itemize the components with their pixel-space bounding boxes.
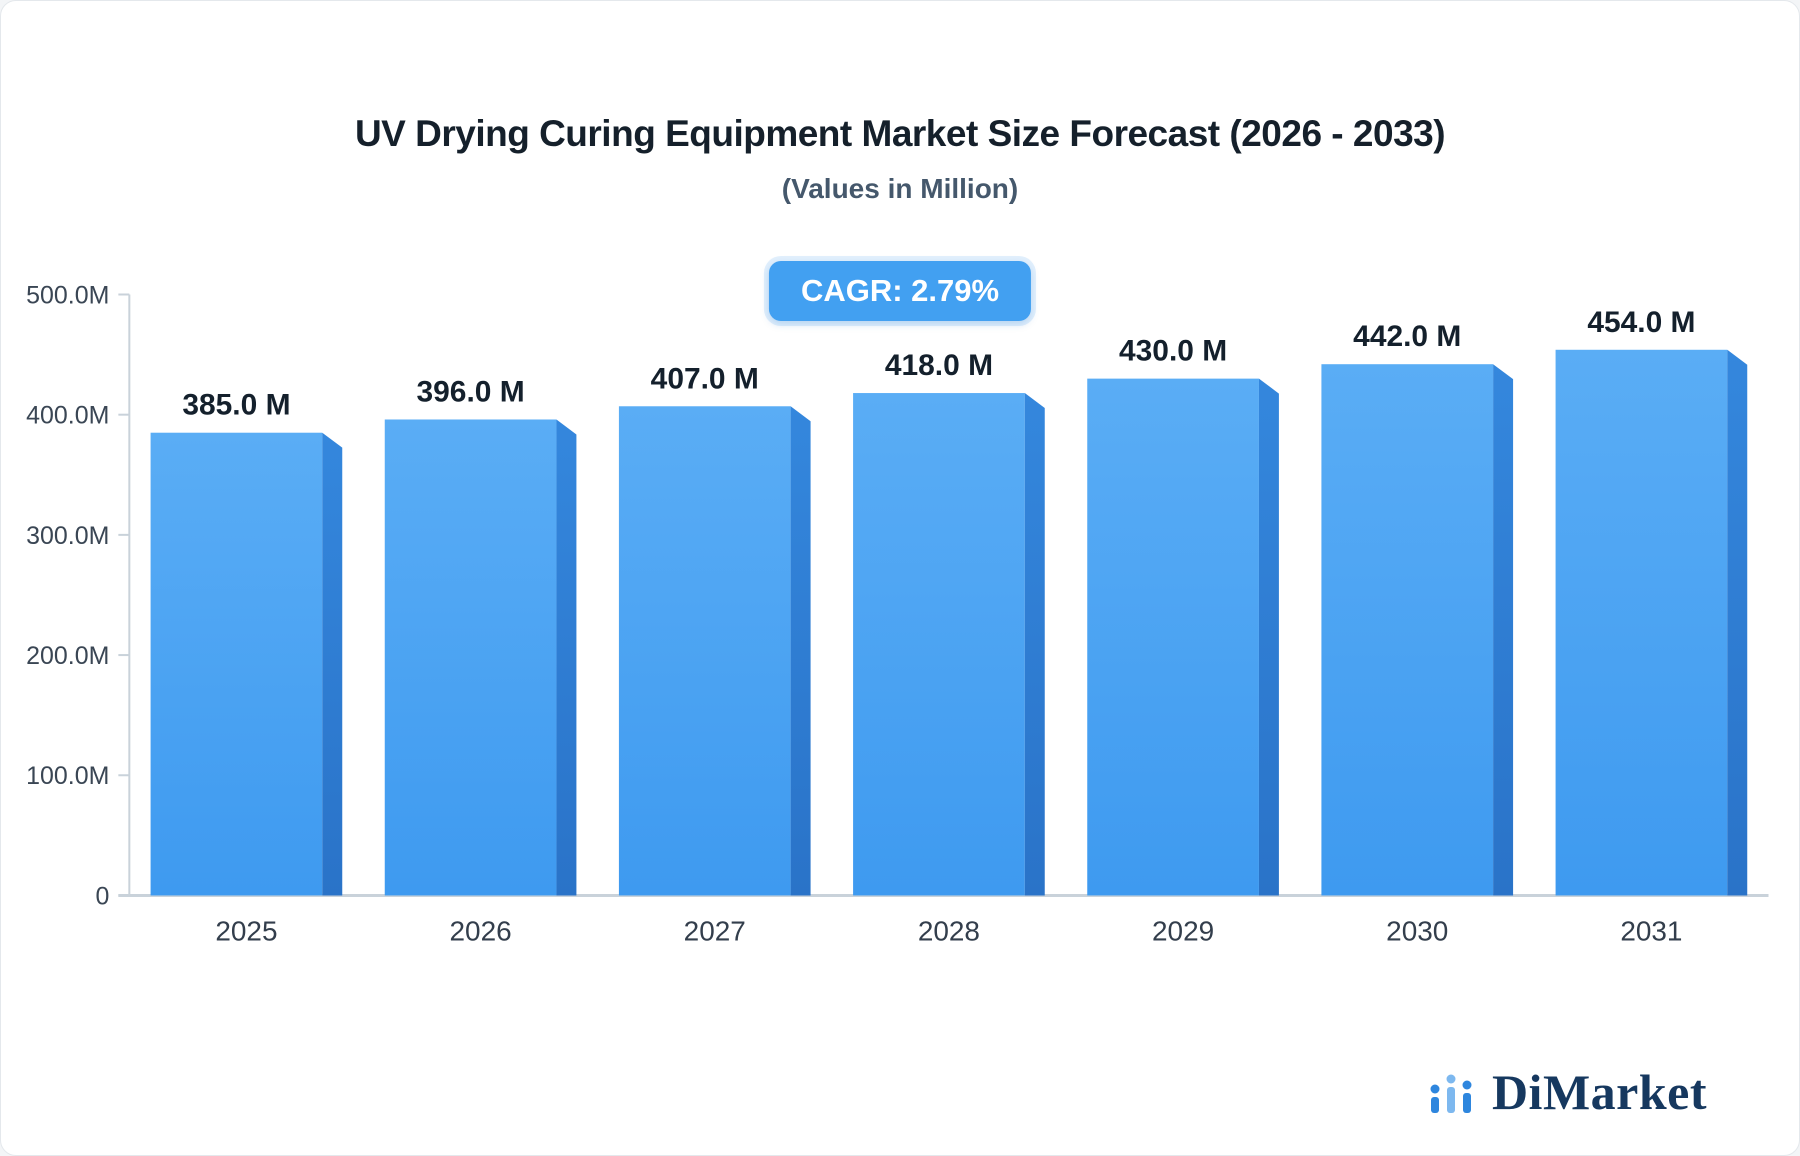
bar-front-face — [1321, 364, 1494, 896]
y-axis-tick-label: 300.0M — [26, 522, 109, 550]
chart-subtitle: (Values in Million) — [781, 173, 1019, 204]
bar-side-face — [1258, 378, 1279, 896]
x-axis-category-label: 2030 — [1386, 915, 1448, 946]
bar-2030: 442.0 M 2030 — [1321, 320, 1514, 946]
y-axis-tick-label: 200.0M — [26, 642, 109, 670]
bar-chart-icon — [1430, 1074, 1472, 1113]
bar-front-face — [853, 393, 1025, 896]
bar-value-label: 442.0 M — [1353, 320, 1461, 353]
cagr-badge: CAGR: 2.79% — [768, 261, 1032, 321]
bar-2025: 385.0 M 2025 — [150, 389, 343, 946]
bar-front-face — [1087, 378, 1259, 896]
chart-title: UV Drying Curing Equipment Market Size F… — [354, 113, 1446, 154]
x-axis-category-label: 2027 — [684, 915, 746, 946]
y-axis-tick-label: 100.0M — [26, 762, 109, 790]
bar-value-label: 385.0 M — [182, 389, 290, 422]
bar-side-face — [1493, 364, 1514, 896]
bar-front-face — [150, 432, 323, 896]
x-axis-category-label: 2025 — [215, 915, 277, 946]
bar-front-face — [618, 406, 791, 896]
bar-value-label: 396.0 M — [417, 376, 525, 409]
bar-front-face — [1555, 349, 1728, 896]
bar-front-face — [384, 419, 557, 896]
y-axis-tick-label: 400.0M — [26, 402, 109, 430]
x-axis-category-label: 2031 — [1620, 915, 1682, 946]
bar-value-label: 430.0 M — [1119, 335, 1227, 368]
x-axis-category-label: 2026 — [450, 915, 512, 946]
bar-side-face — [1727, 349, 1748, 896]
dimarket-logo: DiMarket — [1426, 1063, 1707, 1121]
x-axis-category-label: 2029 — [1152, 915, 1214, 946]
bar-2031: 454.0 M 2031 — [1555, 306, 1748, 946]
bar-2027: 407.0 M 2027 — [618, 362, 811, 946]
y-axis-tick-label: 500.0M — [26, 281, 109, 309]
bar-side-face — [556, 419, 577, 896]
logo-text: DiMarket — [1491, 1064, 1707, 1120]
x-axis-category-label: 2028 — [918, 915, 980, 946]
bar-value-label: 418.0 M — [885, 349, 993, 382]
bar-2026: 396.0 M 2026 — [384, 376, 577, 946]
bar-value-label: 454.0 M — [1587, 306, 1695, 339]
y-axis-tick-label: 0 — [95, 882, 109, 910]
bar-2029: 430.0 M 2029 — [1087, 335, 1279, 946]
bar-2028: 418.0 M 2028 — [853, 349, 1045, 946]
bar-side-face — [790, 406, 811, 896]
bar-side-face — [322, 432, 343, 896]
bar-value-label: 407.0 M — [651, 362, 759, 395]
bar-side-face — [1024, 393, 1045, 896]
